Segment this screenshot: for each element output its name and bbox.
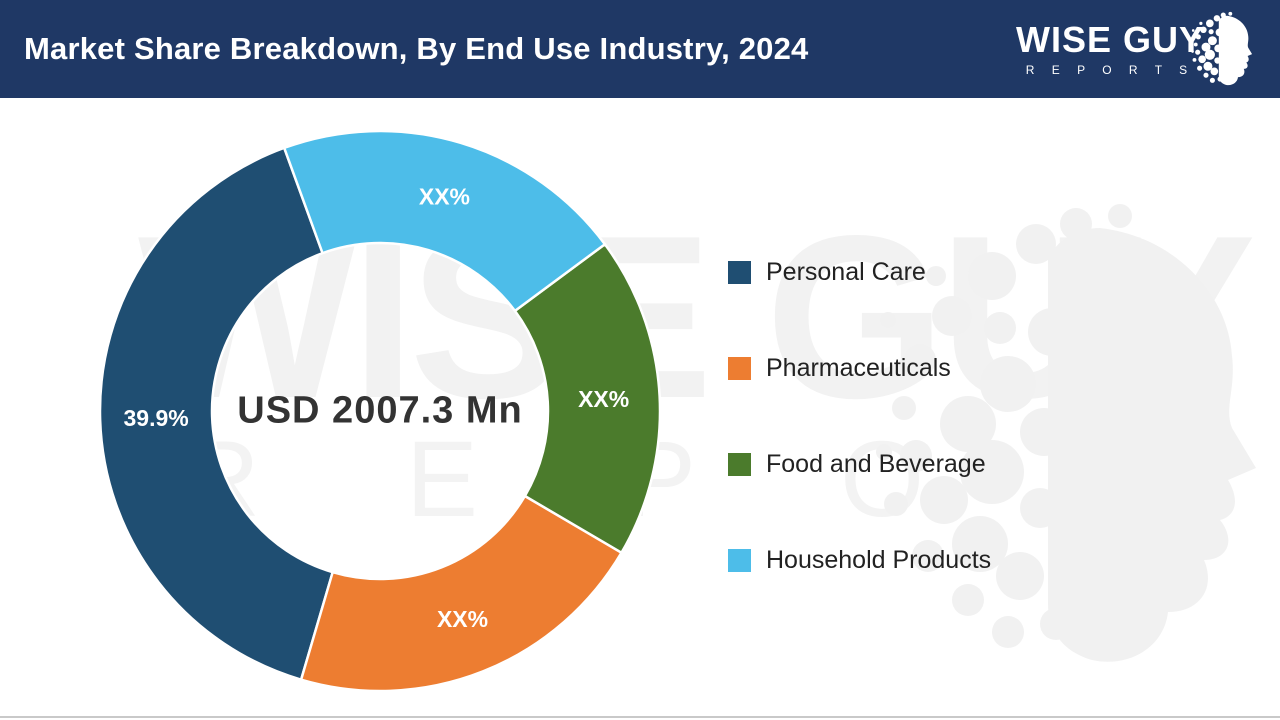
legend-label-pharmaceuticals: Pharmaceuticals [766,354,951,382]
logo-head-icon [1191,11,1253,86]
legend-swatch-personal-care [728,261,751,284]
legend-label-food-and-beverage: Food and Beverage [766,450,986,478]
donut-center-value: USD 2007.3 Mn [237,389,523,432]
legend-swatch-pharmaceuticals [728,357,751,380]
slice-label-pharmaceuticals: XX% [437,606,488,632]
donut-segment-household-products [282,129,607,313]
chart-area: WISE GUY R E P O R T S 39.9%XX%XX%XX% US… [0,98,1280,718]
donut-segment-food-and-beverage [513,242,662,554]
legend-item-pharmaceuticals: Pharmaceuticals [728,354,991,383]
slice-label-food-and-beverage: XX% [578,386,629,412]
page-title: Market Share Breakdown, By End Use Indus… [24,31,809,66]
legend-item-personal-care: Personal Care [728,258,991,287]
legend-swatch-food-and-beverage [728,453,751,476]
logo-text: WISE GUY R E P O R T S [1015,18,1204,77]
legend-item-household-products: Household Products [728,546,991,575]
legend-label-personal-care: Personal Care [766,258,926,286]
legend-label-household-products: Household Products [766,546,992,574]
legend-item-food-and-beverage: Food and Beverage [728,450,991,479]
donut-segment-pharmaceuticals [299,494,623,693]
bottom-divider [0,716,1280,718]
donut-chart: 39.9% XX% XX% XX% [98,129,662,693]
chart-legend: Personal Care Pharmaceuticals Food and Bev… [728,258,991,575]
donut-segment-personal-care [98,146,334,681]
legend-swatch-household-products [728,549,751,572]
logo-subtitle: R E P O R T S [1025,62,1195,77]
slice-label-household-products: XX% [419,183,470,209]
header-bar: Market Share Breakdown, By End Use Indus… [0,0,1280,98]
logo-wordmark: WISE GUY [1015,18,1204,60]
slice-label-personal-care: 39.9% [124,405,189,431]
wise-guy-logo: WISE GUY R E P O R T S [1016,10,1254,88]
